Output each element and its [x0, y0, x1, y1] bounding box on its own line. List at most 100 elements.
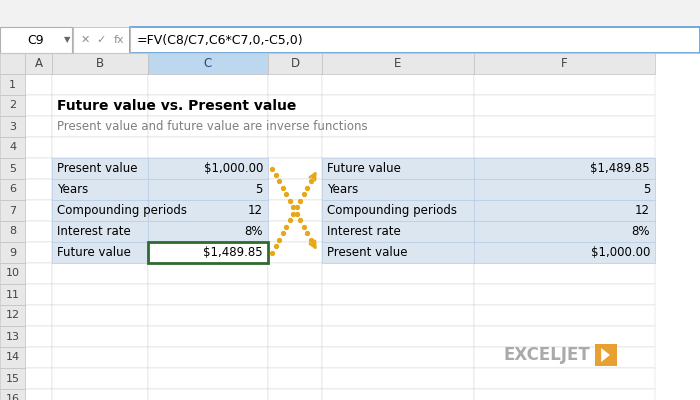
Text: 12: 12 [248, 204, 263, 217]
Bar [0, 368, 25, 389]
Bar [268, 389, 322, 400]
Bar [322, 137, 474, 158]
Bar [0, 137, 25, 158]
Bar [0, 284, 25, 305]
Bar [474, 179, 655, 200]
Text: $1,000.00: $1,000.00 [204, 162, 263, 175]
Bar [474, 158, 655, 179]
Text: 5: 5 [256, 183, 263, 196]
Bar [322, 326, 474, 347]
Bar [322, 284, 474, 305]
Text: fx: fx [113, 35, 125, 45]
Bar [322, 221, 474, 242]
Bar [474, 137, 655, 158]
Bar [148, 368, 268, 389]
Bar [474, 116, 655, 137]
Bar [148, 74, 268, 95]
Bar [268, 221, 322, 242]
Text: Present value: Present value [57, 162, 137, 175]
Bar [52, 116, 148, 137]
Bar [268, 74, 322, 95]
Bar [148, 221, 268, 242]
Bar [595, 344, 617, 366]
Bar [148, 200, 268, 221]
Bar [25, 116, 52, 137]
Text: 3: 3 [9, 122, 16, 132]
Bar [52, 305, 148, 326]
Bar [268, 200, 322, 221]
Text: 8%: 8% [244, 225, 263, 238]
Text: 2: 2 [9, 100, 16, 110]
Bar [148, 389, 268, 400]
Polygon shape [601, 348, 610, 362]
Bar [474, 326, 655, 347]
Bar [25, 179, 52, 200]
Bar [52, 242, 148, 263]
Text: Present value and future value are inverse functions: Present value and future value are inver… [57, 120, 368, 133]
Bar [148, 95, 268, 116]
Bar [268, 284, 322, 305]
Bar [25, 389, 52, 400]
Bar [322, 179, 474, 200]
Bar [148, 137, 268, 158]
Bar [0, 326, 25, 347]
Bar [0, 53, 25, 74]
Bar [322, 242, 474, 263]
Text: 9: 9 [9, 248, 16, 258]
Bar [148, 200, 268, 221]
Bar [148, 179, 268, 200]
Bar [25, 305, 52, 326]
Bar [25, 263, 52, 284]
Text: 5: 5 [643, 183, 650, 196]
Bar [148, 326, 268, 347]
Text: ▼: ▼ [64, 36, 70, 44]
Bar [52, 347, 148, 368]
Bar [474, 368, 655, 389]
Bar [474, 284, 655, 305]
Bar [52, 326, 148, 347]
Bar [0, 116, 25, 137]
Bar [322, 221, 474, 242]
Bar [0, 74, 25, 95]
Text: Future value: Future value [57, 246, 131, 259]
Bar [148, 158, 268, 179]
Bar [474, 200, 655, 221]
Bar [52, 158, 148, 179]
Text: 8%: 8% [631, 225, 650, 238]
Text: EXCELJET: EXCELJET [503, 346, 590, 364]
Text: Interest rate: Interest rate [327, 225, 400, 238]
Text: Years: Years [327, 183, 358, 196]
Bar [148, 242, 268, 263]
Bar [52, 221, 148, 242]
Bar [322, 305, 474, 326]
Bar [25, 368, 52, 389]
Bar [52, 242, 148, 263]
Bar [268, 326, 322, 347]
Bar [52, 158, 148, 179]
Bar [322, 158, 474, 179]
Bar [268, 305, 322, 326]
Text: Present value: Present value [327, 246, 407, 259]
Bar [52, 179, 148, 200]
Bar [322, 242, 474, 263]
Bar [25, 284, 52, 305]
Bar [322, 179, 474, 200]
Text: $1,000.00: $1,000.00 [591, 246, 650, 259]
Text: D: D [290, 57, 300, 70]
Bar [25, 347, 52, 368]
Bar [0, 221, 25, 242]
Text: $1,489.85: $1,489.85 [590, 162, 650, 175]
Bar [0, 27, 72, 53]
Text: E: E [394, 57, 402, 70]
Bar [148, 305, 268, 326]
Text: 4: 4 [9, 142, 16, 152]
Bar [268, 53, 322, 74]
Bar [148, 158, 268, 179]
Text: 12: 12 [635, 204, 650, 217]
Bar [268, 368, 322, 389]
Bar [0, 95, 25, 116]
Bar [25, 221, 52, 242]
Bar [25, 200, 52, 221]
Bar [52, 284, 148, 305]
Text: Future value vs. Present value: Future value vs. Present value [57, 98, 296, 112]
